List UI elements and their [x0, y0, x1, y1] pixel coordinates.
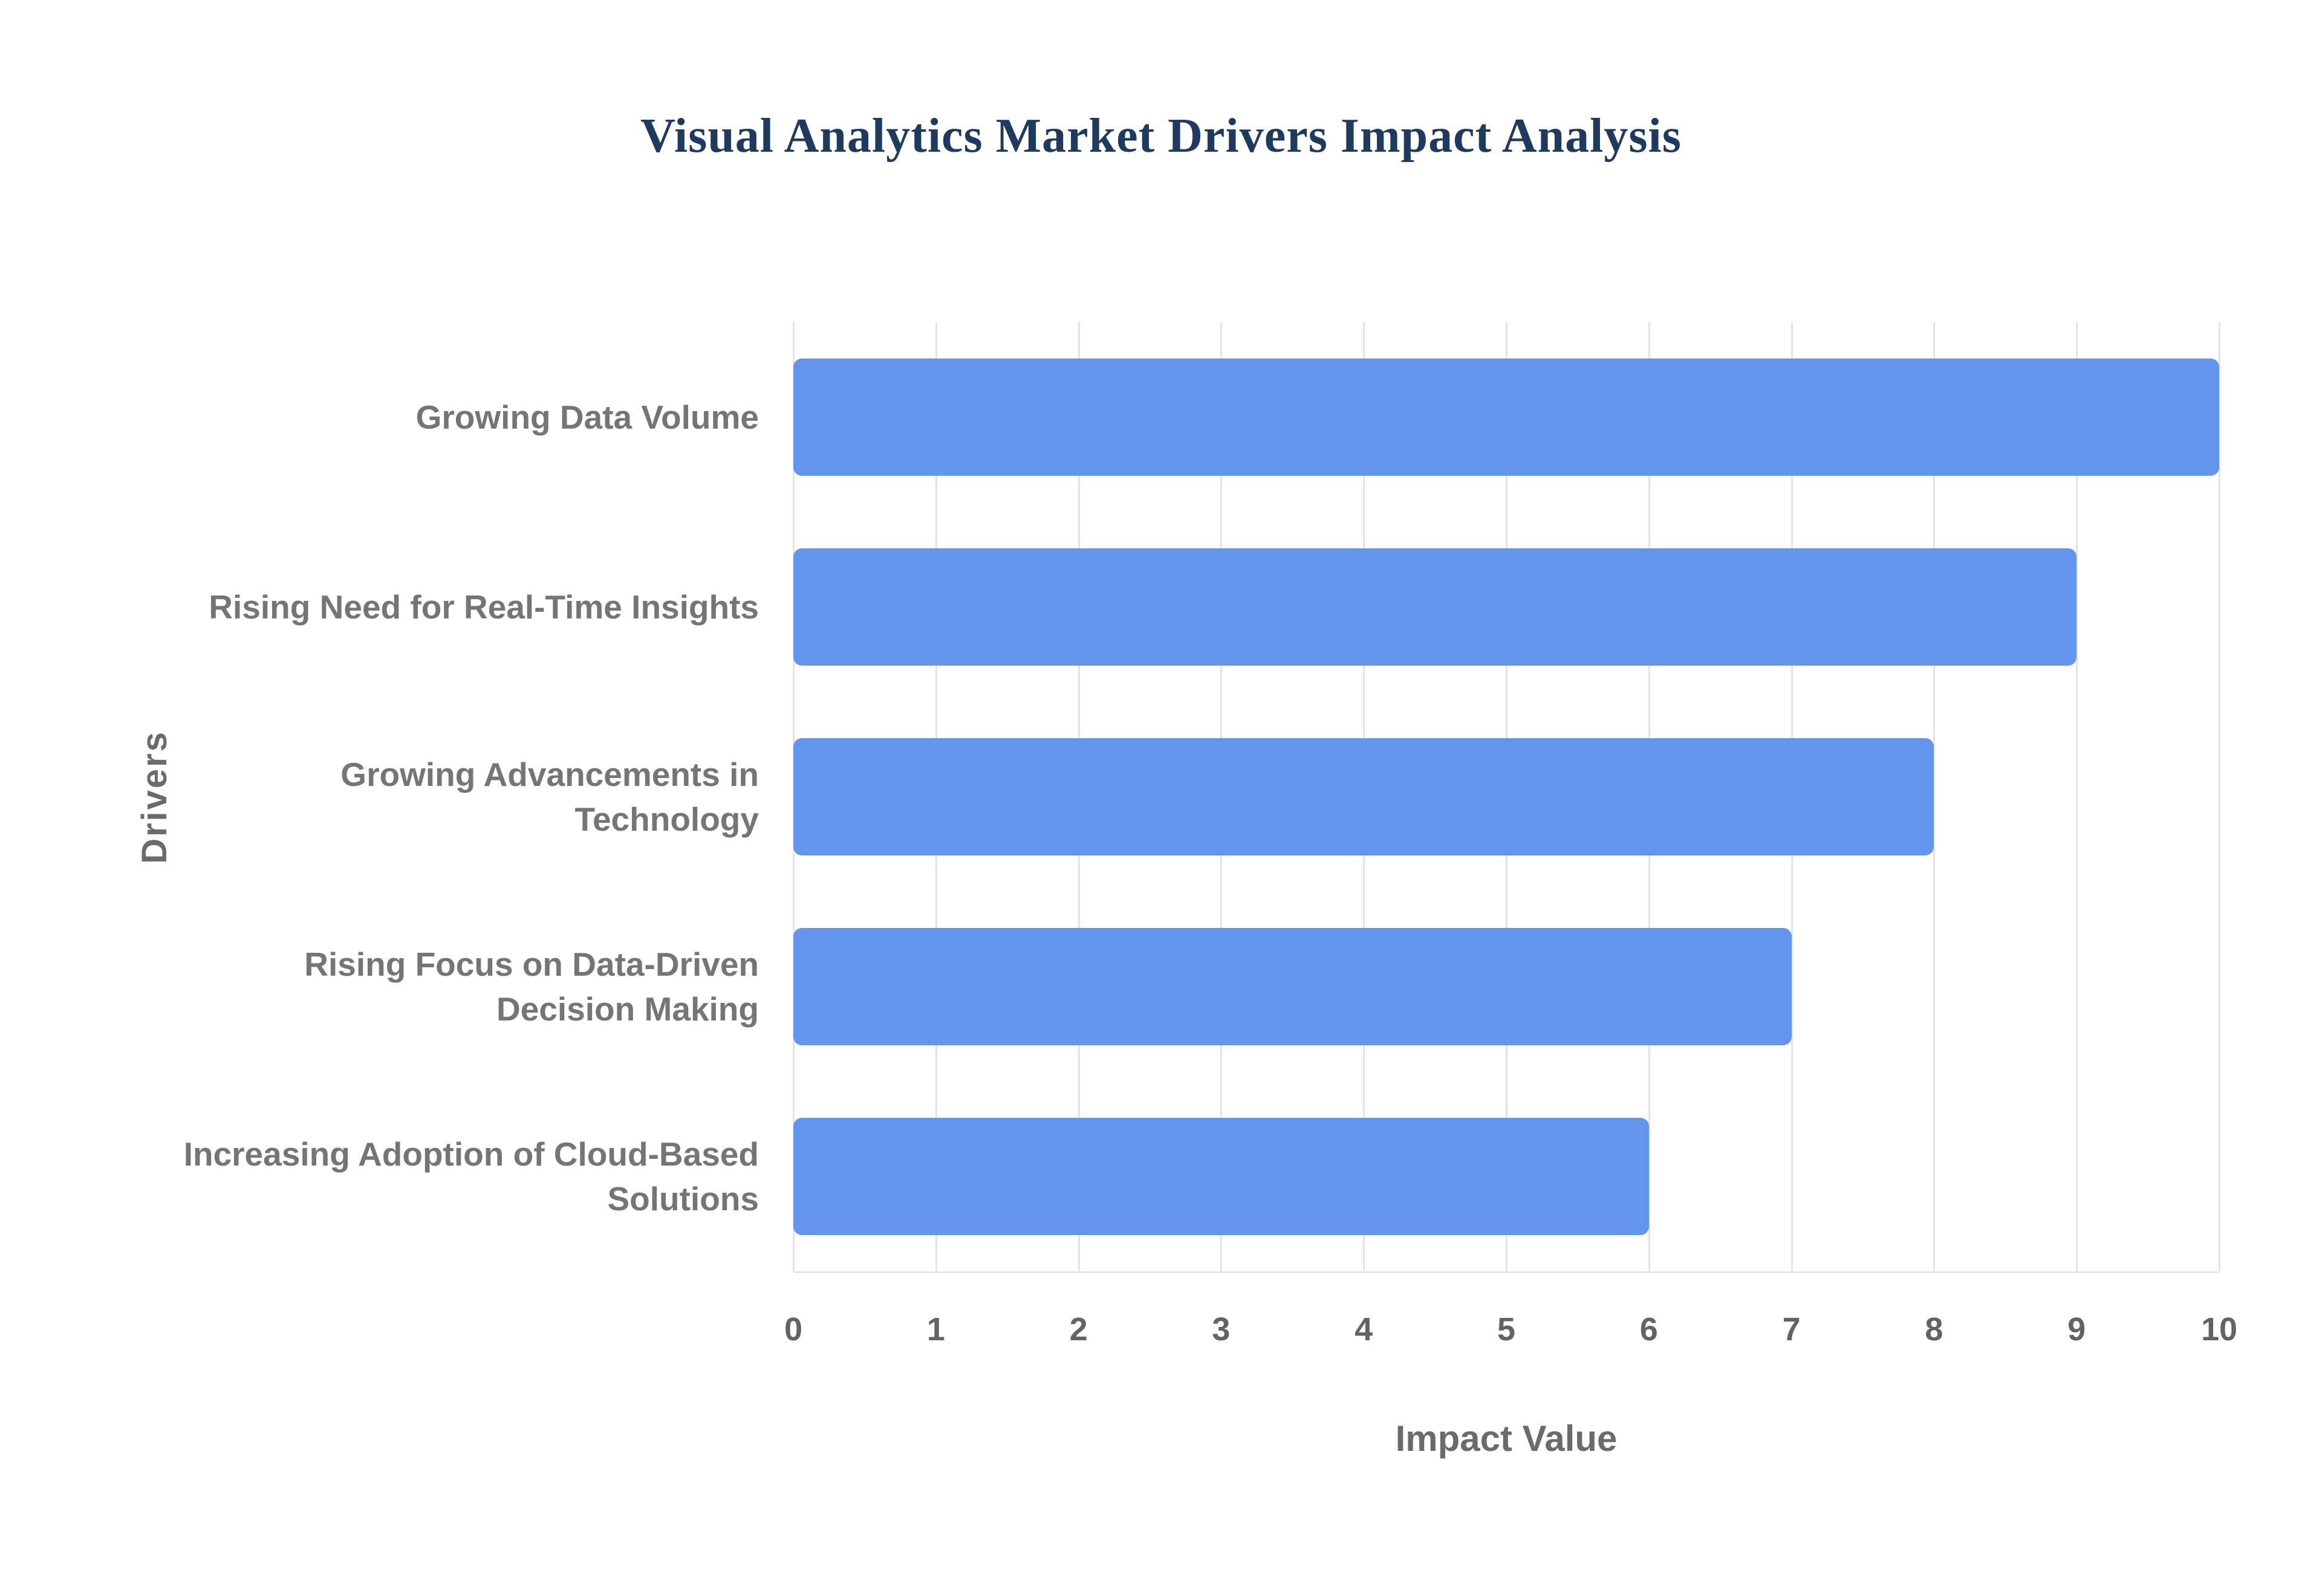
- bar-band: [793, 1082, 2219, 1271]
- y-axis-title-text: Drivers: [134, 730, 174, 864]
- x-tick-label: 3: [1212, 1311, 1231, 1348]
- x-tick-label: 0: [784, 1311, 803, 1348]
- plot-area: [793, 322, 2220, 1273]
- y-category-label: Growing Data Volume: [415, 398, 759, 436]
- gridline: [2219, 322, 2220, 1271]
- x-tick-label: 6: [1639, 1311, 1658, 1348]
- bar: [793, 548, 2077, 666]
- x-tick-label: 1: [926, 1311, 945, 1348]
- x-tick-label: 2: [1069, 1311, 1088, 1348]
- x-tick-label: 5: [1497, 1311, 1516, 1348]
- bar-band: [793, 702, 2219, 892]
- bar-band: [793, 892, 2219, 1082]
- x-tick-label: 10: [2200, 1311, 2238, 1348]
- x-tick-label: 7: [1782, 1311, 1801, 1348]
- bar: [793, 927, 1792, 1046]
- bar-band: [793, 512, 2219, 702]
- y-category-label: Increasing Adoption of Cloud-Based Solut…: [183, 1135, 759, 1218]
- y-category-label: Growing Advancements in Technology: [340, 755, 759, 838]
- y-axis-labels: Growing Data Volume Rising Need for Real-…: [181, 322, 759, 1271]
- gridline: [1933, 322, 1936, 1271]
- x-tick-label: 4: [1354, 1311, 1373, 1348]
- bar: [793, 1117, 1649, 1236]
- bar: [793, 358, 2219, 476]
- x-tick-label: 9: [2067, 1311, 2086, 1348]
- bar-band: [793, 322, 2219, 512]
- y-axis-title: Drivers: [121, 322, 187, 1271]
- x-axis-title: Impact Value: [1395, 1418, 1618, 1459]
- gridline: [2076, 322, 2078, 1271]
- chart-title: Visual Analytics Market Drivers Impact A…: [640, 109, 1682, 163]
- x-tick-label: 8: [1925, 1311, 1943, 1348]
- bar: [793, 738, 1934, 856]
- y-category-label: Rising Focus on Data-Driven Decision Mak…: [304, 945, 759, 1028]
- x-axis-ticks: 0 1 2 3 4 5 6 7 8 9 10: [784, 1311, 2237, 1359]
- y-category-label: Rising Need for Real-Time Insights: [209, 588, 759, 626]
